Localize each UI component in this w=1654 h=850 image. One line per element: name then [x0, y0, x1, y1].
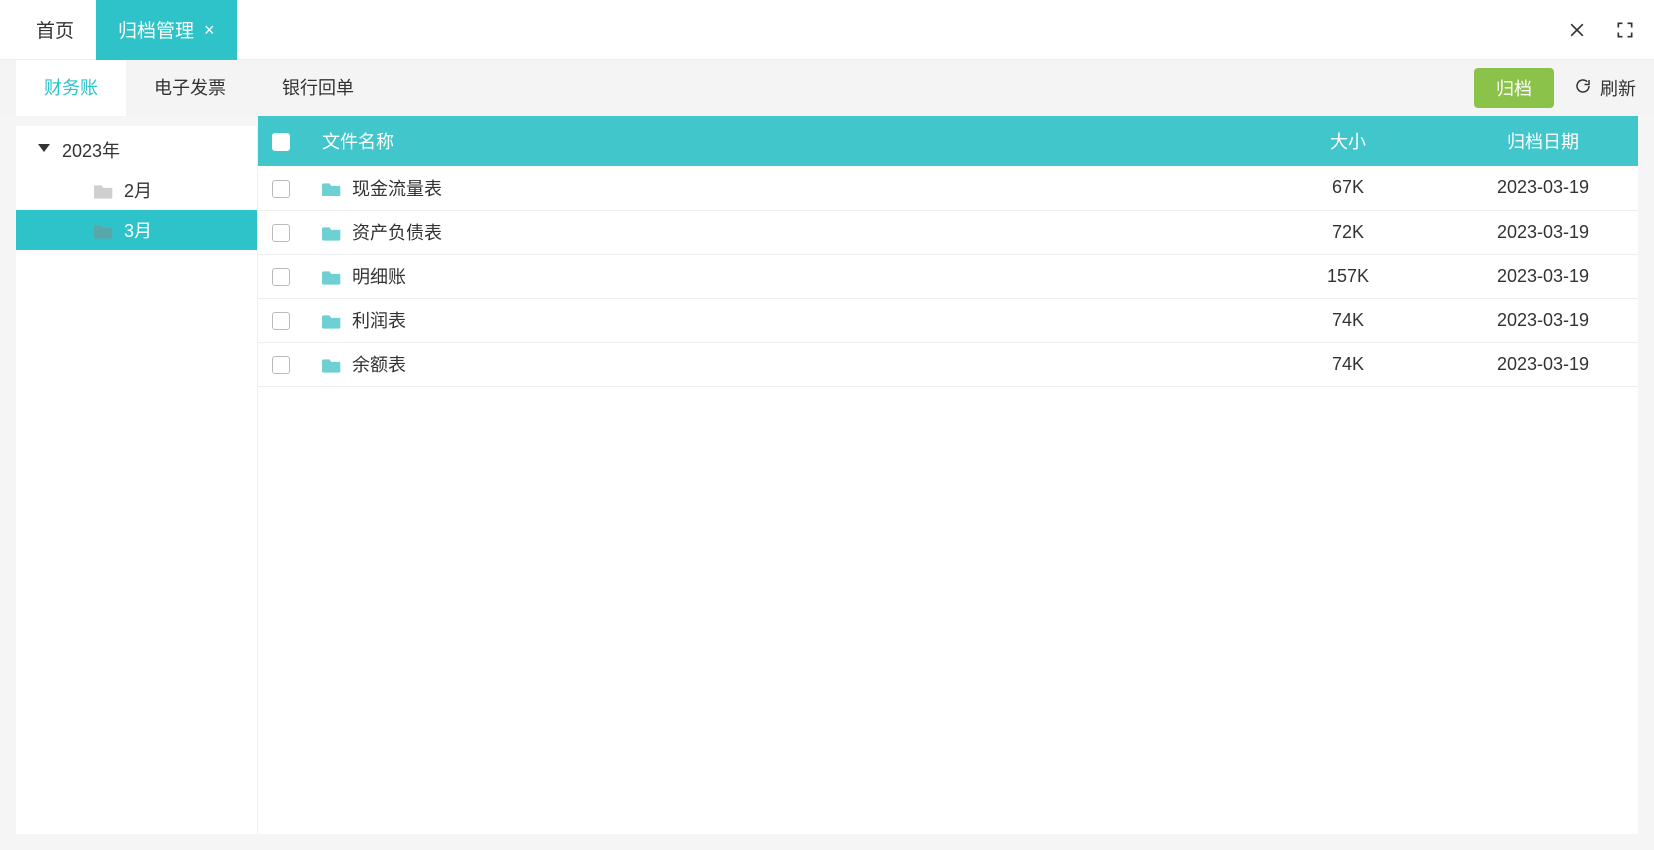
sub-toolbar: 财务账 电子发票 银行回单 归档 刷新 — [0, 60, 1654, 116]
select-all-checkbox[interactable] — [272, 133, 290, 151]
sub-tab-financial[interactable]: 财务账 — [16, 60, 126, 116]
row-name-cell: 余额表 — [308, 342, 1248, 386]
sidebar-tree-panel: 2023年 2月 3月 — [16, 126, 258, 834]
file-size: 74K — [1248, 342, 1448, 386]
sub-tab-bank[interactable]: 银行回单 — [254, 60, 382, 116]
top-tab-archive[interactable]: 归档管理 × — [96, 0, 237, 60]
window-close-icon[interactable] — [1560, 13, 1594, 47]
tree-node-month-feb[interactable]: 2月 — [16, 170, 257, 210]
header-name: 文件名称 — [308, 116, 1248, 166]
table-row[interactable]: 利润表 74K2023-03-19 — [258, 298, 1638, 342]
file-table: 文件名称 大小 归档日期 现金流量表67K2023-03-19资产负债表72K2… — [258, 116, 1638, 387]
table-row[interactable]: 余额表 74K2023-03-19 — [258, 342, 1638, 386]
file-size: 67K — [1248, 166, 1448, 210]
tree-year-label: 2023年 — [62, 137, 120, 163]
row-name-cell: 利润表 — [308, 298, 1248, 342]
refresh-button-label: 刷新 — [1600, 75, 1636, 101]
top-tab-home[interactable]: 首页 — [14, 0, 96, 60]
top-tab-bar: 首页 归档管理 × — [0, 0, 1654, 60]
folder-icon — [94, 222, 114, 238]
file-size: 74K — [1248, 298, 1448, 342]
table-row[interactable]: 明细账 157K2023-03-19 — [258, 254, 1638, 298]
file-date: 2023-03-19 — [1448, 210, 1638, 254]
sub-tab-label: 电子发票 — [154, 74, 226, 100]
header-checkbox-cell — [258, 116, 308, 166]
row-checkbox-cell — [258, 254, 308, 298]
fullscreen-icon[interactable] — [1608, 13, 1642, 47]
row-name-cell: 现金流量表 — [308, 166, 1248, 210]
file-date: 2023-03-19 — [1448, 254, 1638, 298]
file-icon — [322, 356, 342, 372]
file-name: 明细账 — [352, 263, 406, 289]
tree-node-year[interactable]: 2023年 — [16, 130, 257, 170]
top-tab-label: 归档管理 — [118, 16, 194, 43]
tree-month-label: 3月 — [124, 217, 152, 243]
sub-tab-label: 财务账 — [44, 74, 98, 100]
file-date: 2023-03-19 — [1448, 166, 1638, 210]
tree-node-month-mar[interactable]: 3月 — [16, 210, 257, 250]
folder-icon — [94, 182, 114, 198]
top-right-controls — [1560, 0, 1642, 60]
file-icon — [322, 312, 342, 328]
row-checkbox-cell — [258, 166, 308, 210]
row-checkbox[interactable] — [272, 180, 290, 198]
row-name-cell: 明细账 — [308, 254, 1248, 298]
file-name: 资产负债表 — [352, 219, 442, 245]
file-name: 利润表 — [352, 307, 406, 333]
tree-month-label: 2月 — [124, 177, 152, 203]
row-checkbox[interactable] — [272, 356, 290, 374]
table-row[interactable]: 现金流量表 67K2023-03-19 — [258, 166, 1638, 210]
row-checkbox[interactable] — [272, 312, 290, 330]
refresh-icon — [1574, 77, 1592, 100]
close-icon[interactable]: × — [204, 21, 215, 39]
file-date: 2023-03-19 — [1448, 342, 1638, 386]
table-header-row: 文件名称 大小 归档日期 — [258, 116, 1638, 166]
file-size: 157K — [1248, 254, 1448, 298]
file-icon — [322, 268, 342, 284]
folder-tree: 2023年 2月 3月 — [16, 126, 257, 250]
row-checkbox-cell — [258, 298, 308, 342]
file-size: 72K — [1248, 210, 1448, 254]
row-checkbox[interactable] — [272, 268, 290, 286]
sub-tabs: 财务账 电子发票 银行回单 — [16, 60, 382, 116]
file-icon — [322, 224, 342, 240]
archive-button-label: 归档 — [1496, 79, 1532, 99]
row-checkbox-cell — [258, 342, 308, 386]
content-wrapper: 财务账 电子发票 银行回单 归档 刷新 2023年 — [0, 60, 1654, 850]
file-name: 现金流量表 — [352, 175, 442, 201]
sub-tab-label: 银行回单 — [282, 74, 354, 100]
file-table-panel: 文件名称 大小 归档日期 现金流量表67K2023-03-19资产负债表72K2… — [258, 116, 1638, 834]
header-date: 归档日期 — [1448, 116, 1638, 166]
table-row[interactable]: 资产负债表 72K2023-03-19 — [258, 210, 1638, 254]
chevron-down-icon — [38, 144, 50, 152]
row-name-cell: 资产负债表 — [308, 210, 1248, 254]
file-name: 余额表 — [352, 351, 406, 377]
body-row: 2023年 2月 3月 — [0, 116, 1654, 850]
header-size: 大小 — [1248, 116, 1448, 166]
file-icon — [322, 180, 342, 196]
file-date: 2023-03-19 — [1448, 298, 1638, 342]
row-checkbox[interactable] — [272, 224, 290, 242]
row-checkbox-cell — [258, 210, 308, 254]
archive-button[interactable]: 归档 — [1474, 68, 1554, 108]
sub-tab-einvoice[interactable]: 电子发票 — [126, 60, 254, 116]
refresh-button[interactable]: 刷新 — [1574, 75, 1636, 101]
top-tab-label: 首页 — [36, 16, 74, 43]
